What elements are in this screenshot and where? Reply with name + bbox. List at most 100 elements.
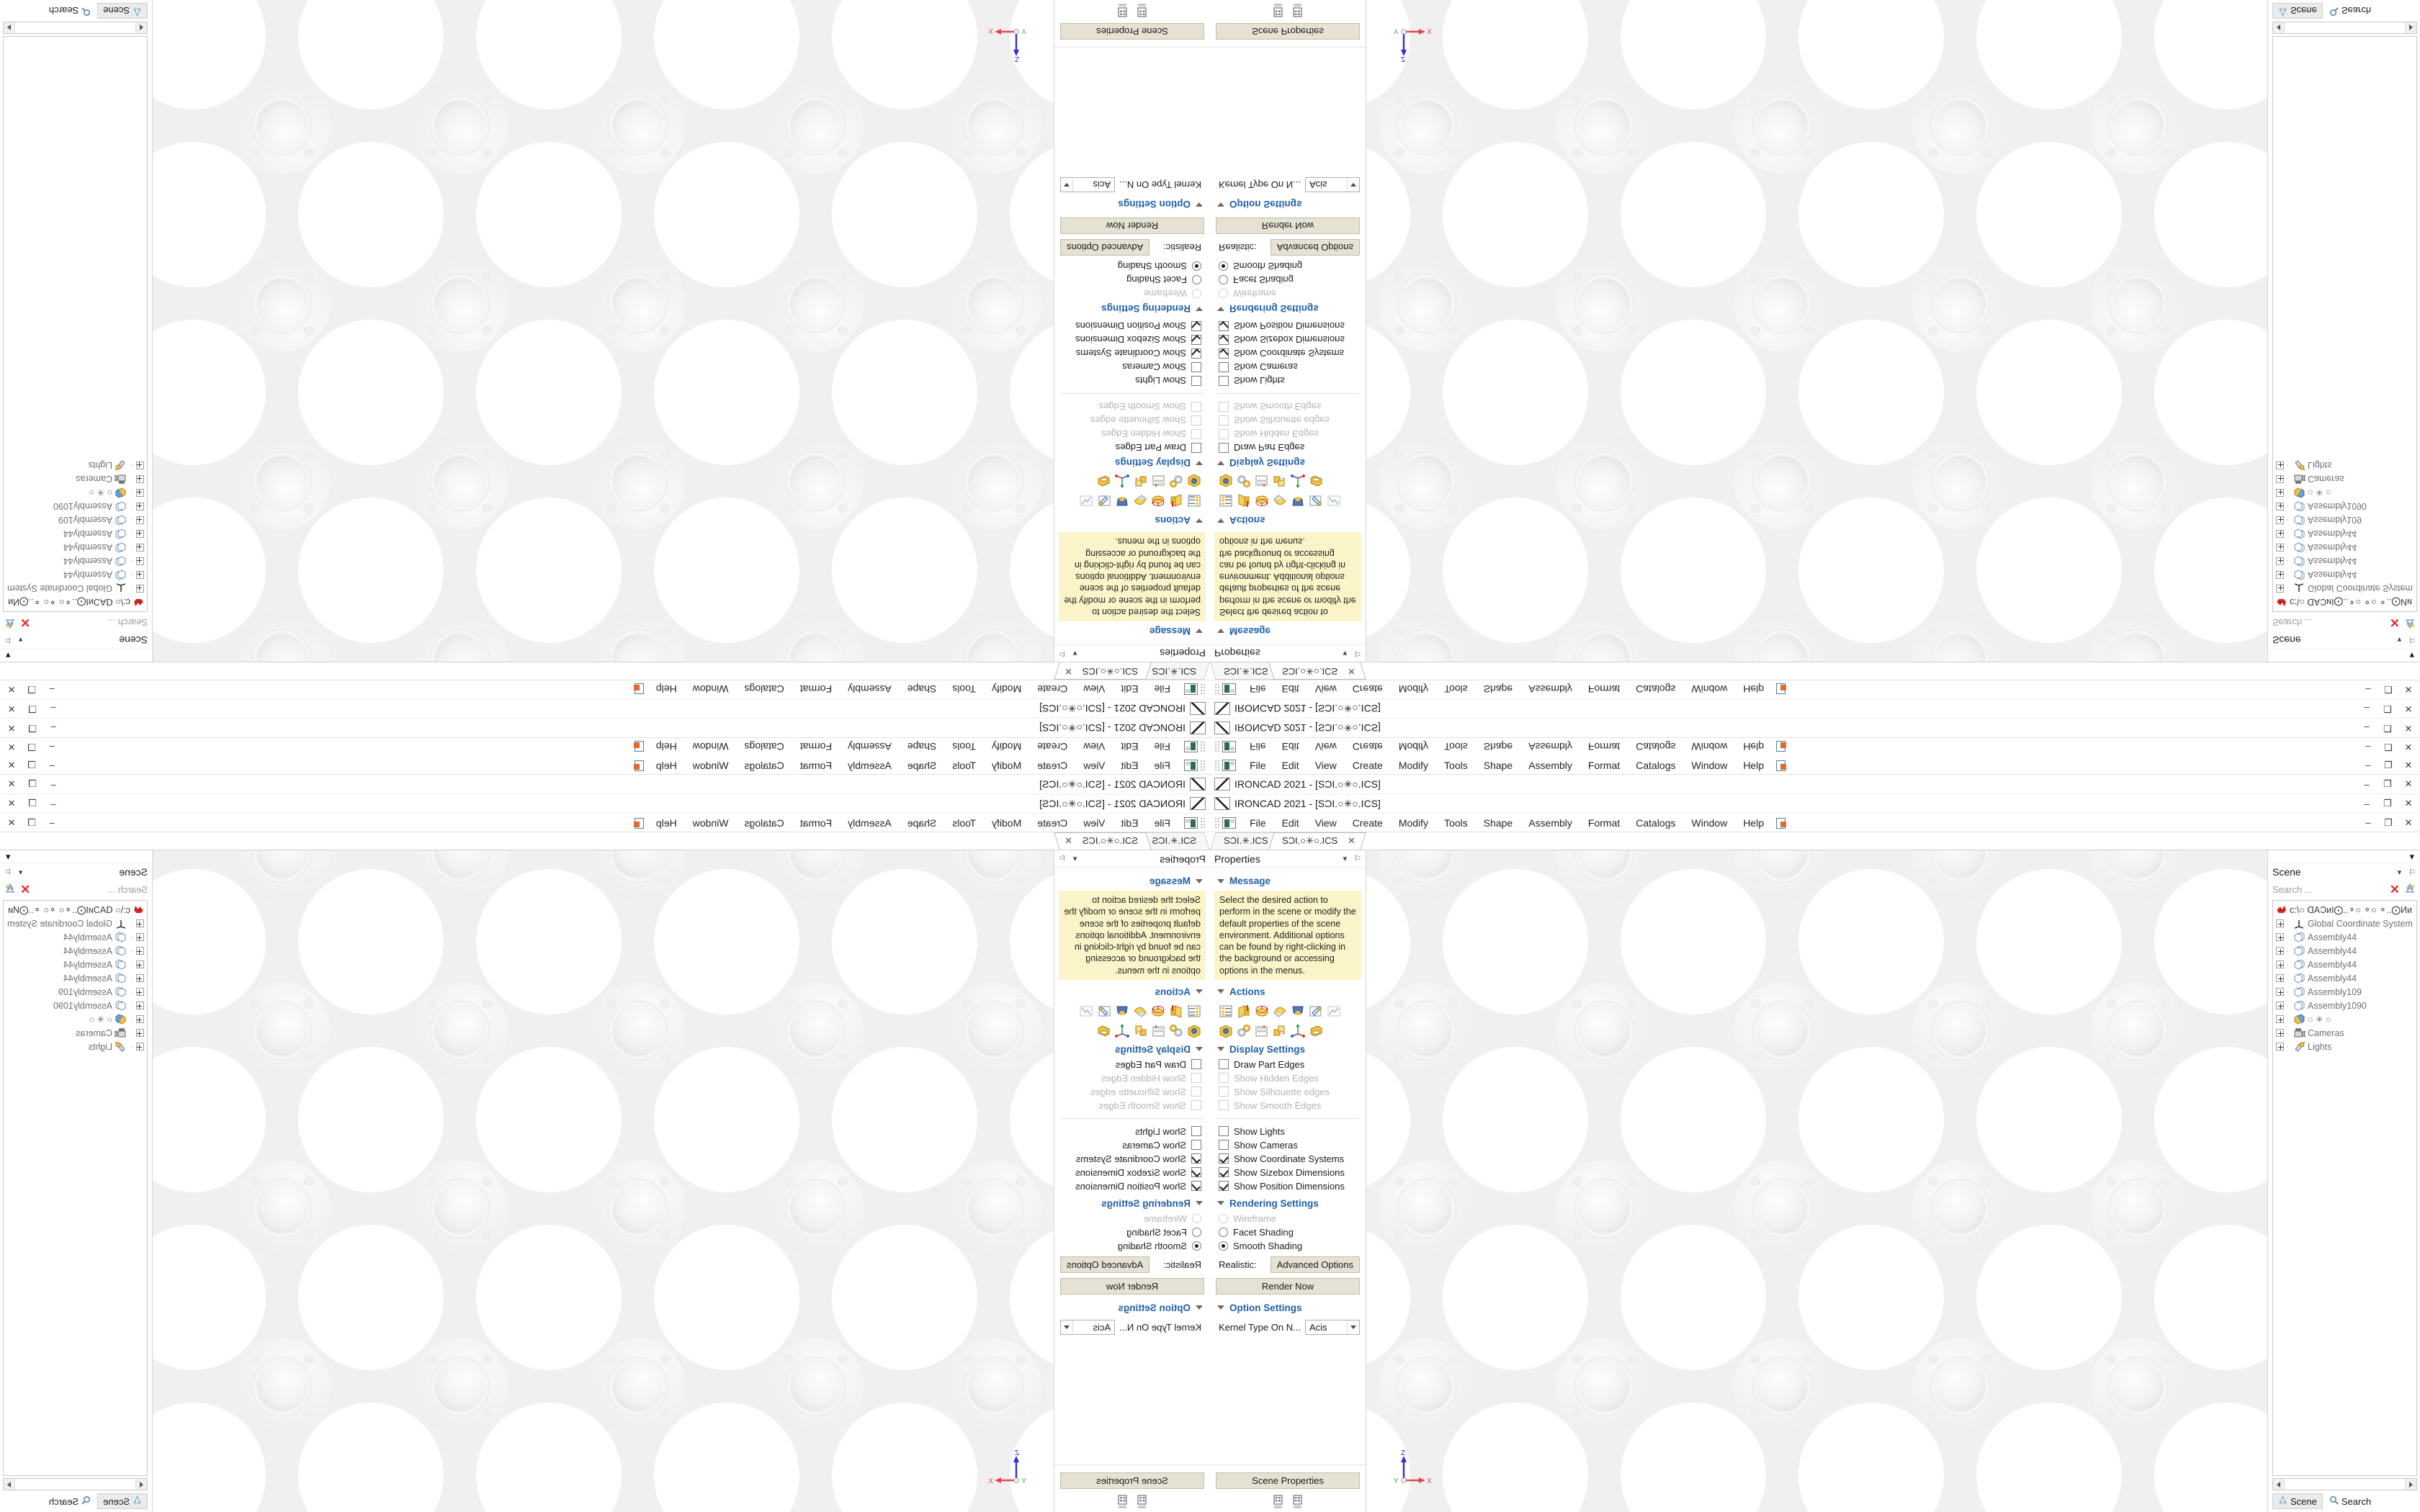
expand-icon[interactable] bbox=[136, 933, 144, 941]
actions-row-1[interactable] bbox=[1054, 1000, 1210, 1020]
checkbox-draw-part-edges[interactable]: Draw Part Edges bbox=[1210, 441, 1366, 454]
document-titlebar-2[interactable]: IRONCAD 2021 - [ЅƆI.○✳○.ICS] – ❐ ✕ bbox=[0, 698, 1210, 718]
radio-facet-shading[interactable]: Facet Shading bbox=[1210, 273, 1366, 287]
tree-node-global-coordinate-system[interactable]: · Global Coordinate System bbox=[2275, 582, 2416, 595]
scene-panel-tabs[interactable]: Scene Search bbox=[0, 1490, 152, 1512]
scene-panel-topbar[interactable]: ▾ bbox=[0, 649, 152, 662]
inner-window-buttons[interactable]: – ❐ ✕ bbox=[0, 817, 58, 829]
doc1-close-icon[interactable]: ✕ bbox=[7, 723, 16, 734]
radio-dot[interactable] bbox=[1219, 1227, 1228, 1237]
inner-close-icon[interactable]: ✕ bbox=[2404, 816, 2413, 828]
menu-help[interactable]: Help bbox=[1743, 759, 1765, 771]
expand-icon[interactable] bbox=[2276, 516, 2284, 524]
expand-icon[interactable] bbox=[136, 571, 144, 579]
checkbox-show-position-dimensions[interactable]: Show Position Dimensions bbox=[1054, 319, 1210, 333]
menu-file[interactable]: File bbox=[1250, 759, 1266, 771]
inner-menu-format[interactable]: Format bbox=[799, 683, 833, 696]
menu-format[interactable]: Format bbox=[799, 741, 833, 753]
doc2-window-buttons[interactable]: – ❐ ✕ bbox=[2361, 798, 2420, 809]
tree-node-cameras[interactable]: · Cameras bbox=[2275, 1026, 2416, 1040]
inner-menu-tools[interactable]: Tools bbox=[1444, 816, 1468, 829]
checkbox-show-lights[interactable]: Show Lights bbox=[1054, 374, 1210, 387]
tab-search[interactable]: Search bbox=[2324, 1494, 2376, 1508]
tree-node-lights[interactable]: · Lights bbox=[4, 459, 145, 472]
checkbox-show-position-dimensions[interactable]: Show Position Dimensions bbox=[1210, 319, 1366, 333]
menu-help[interactable]: Help bbox=[1743, 741, 1765, 753]
document-tab-2[interactable]: ЅƆI.○✳○.ICS ✕ bbox=[1053, 662, 1152, 680]
document-titlebar-1[interactable]: IRONCAD 2021 - [ЅƆI.○✳○.ICS] – ❐ ✕ bbox=[0, 775, 1210, 794]
doc1-restore-icon[interactable]: ❐ bbox=[28, 723, 37, 734]
checkbox-box[interactable] bbox=[1219, 320, 1229, 331]
tree-node-assembly-1090[interactable]: · Assembly1090 bbox=[2275, 999, 2416, 1012]
menu-window[interactable]: Window bbox=[1691, 759, 1728, 771]
inner-menu-modify[interactable]: Modify bbox=[991, 816, 1022, 829]
tree-node-global-coordinate-system[interactable]: · Global Coordinate System bbox=[4, 582, 145, 595]
scene-tree[interactable]: c:\○ ᗡAƆᴎI⨀..⚬○ ⚬○ ⚬..⨀Иᴎ · Global Coord… bbox=[3, 36, 148, 612]
expand-icon[interactable] bbox=[136, 516, 144, 524]
scene-collapse-icon[interactable]: ▾ bbox=[2397, 635, 2402, 644]
inner-menu-view[interactable]: View bbox=[1314, 683, 1337, 696]
properties-collapse-icon[interactable]: ▾ bbox=[1343, 649, 1348, 657]
section-header-rendering-settings[interactable]: Rendering Settings bbox=[1210, 300, 1366, 319]
scroll-right-arrow-icon[interactable] bbox=[4, 22, 15, 33]
inner-restore-icon[interactable]: ❐ bbox=[2384, 684, 2393, 696]
collapse-triangle-icon[interactable] bbox=[1196, 629, 1203, 634]
checkbox-box[interactable] bbox=[1191, 1126, 1201, 1137]
document-tab-2-close-icon[interactable]: ✕ bbox=[1064, 666, 1072, 677]
inner-window-buttons[interactable]: – ❐ ✕ bbox=[2362, 684, 2420, 696]
inner-menu-create[interactable]: Create bbox=[1037, 683, 1068, 696]
scene-properties-button[interactable]: Scene Properties bbox=[1060, 1472, 1204, 1489]
tree-node-root[interactable]: c:\○ ᗡAƆᴎI⨀..⚬○ ⚬○ ⚬..⨀Иᴎ bbox=[2275, 595, 2416, 609]
coordinate-axes-icon[interactable] bbox=[1115, 474, 1131, 490]
restore-icon[interactable]: ❐ bbox=[27, 742, 36, 753]
tab-search[interactable]: Search bbox=[44, 1494, 96, 1508]
grid-sheet-icon[interactable] bbox=[1136, 1495, 1148, 1509]
tree-node-cameras[interactable]: · Cameras bbox=[4, 472, 145, 486]
document-titlebar-1[interactable]: IRONCAD 2021 - [ЅƆI.○✳○.ICS] – ❐ ✕ bbox=[1210, 718, 2420, 737]
inner-menu-bar[interactable]: File Edit View Create Modify Tools Shape… bbox=[0, 680, 1210, 698]
outer-window-buttons[interactable]: – ❐ ✕ bbox=[2362, 742, 2420, 753]
expand-icon[interactable] bbox=[136, 503, 144, 510]
expand-icon[interactable] bbox=[2276, 489, 2284, 497]
properties-panel-header[interactable]: Properties ▾ ⚐ bbox=[1054, 850, 1210, 868]
clear-search-icon[interactable]: ✕ bbox=[2389, 616, 2400, 630]
tree-node-assembly-2[interactable]: · Assembly44 bbox=[2275, 944, 2416, 958]
grid-sheet-icon[interactable] bbox=[1272, 3, 1284, 17]
tree-node-part[interactable]: · ○ ✳ ○ bbox=[4, 486, 145, 500]
menu-shape[interactable]: Shape bbox=[907, 741, 937, 753]
inner-menu-window[interactable]: Window bbox=[1691, 816, 1728, 829]
menu-view[interactable]: View bbox=[1314, 759, 1337, 771]
collapse-triangle-icon[interactable] bbox=[1196, 518, 1203, 523]
doc1-minimize-icon[interactable]: – bbox=[2364, 722, 2370, 734]
inner-menu-create[interactable]: Create bbox=[1352, 816, 1383, 829]
checkbox-box[interactable] bbox=[1219, 1140, 1229, 1151]
help-pointer-icon[interactable] bbox=[632, 760, 645, 771]
menu-format[interactable]: Format bbox=[1587, 759, 1621, 771]
revolve-icon[interactable] bbox=[1151, 494, 1167, 509]
menu-create[interactable]: Create bbox=[1037, 759, 1068, 771]
inner-menu-view[interactable]: View bbox=[1083, 816, 1106, 829]
scene-collapse-icon[interactable]: ▾ bbox=[18, 635, 23, 644]
properties-pin-icon[interactable]: ⚐ bbox=[1059, 649, 1066, 657]
checkbox-box[interactable] bbox=[1219, 1126, 1229, 1137]
menu-create[interactable]: Create bbox=[1037, 741, 1068, 753]
doc2-close-icon[interactable]: ✕ bbox=[7, 798, 16, 809]
inner-menu-edit[interactable]: Edit bbox=[1281, 816, 1299, 829]
menu-window[interactable]: Window bbox=[692, 741, 729, 753]
grid-sheet-icon[interactable] bbox=[1116, 3, 1129, 17]
scene-pin-icon[interactable]: ⚐ bbox=[2408, 635, 2416, 644]
footer-icon-row[interactable] bbox=[1054, 3, 1210, 20]
kernel-type-combo[interactable]: Acis bbox=[1060, 177, 1116, 193]
expand-icon[interactable] bbox=[2276, 585, 2284, 593]
document-tab-2[interactable]: ЅƆI.○✳○.ICS ✕ bbox=[1268, 832, 1367, 850]
doc1-window-buttons[interactable]: – ❐ ✕ bbox=[0, 778, 59, 790]
inner-menu-shape[interactable]: Shape bbox=[1483, 816, 1513, 829]
extrude-box-icon[interactable] bbox=[1235, 494, 1251, 509]
scene-panel-tabs[interactable]: Scene Search bbox=[2268, 1490, 2420, 1512]
cad-model-render[interactable] bbox=[153, 0, 1054, 662]
checkbox-show-cameras[interactable]: Show Cameras bbox=[1054, 360, 1210, 374]
gears-animate-icon[interactable] bbox=[1169, 474, 1185, 490]
inner-menu-bar[interactable]: File Edit View Create Modify Tools Shape… bbox=[1210, 814, 2420, 832]
menu-edit[interactable]: Edit bbox=[1281, 759, 1299, 771]
checkbox-box[interactable] bbox=[1191, 361, 1201, 372]
